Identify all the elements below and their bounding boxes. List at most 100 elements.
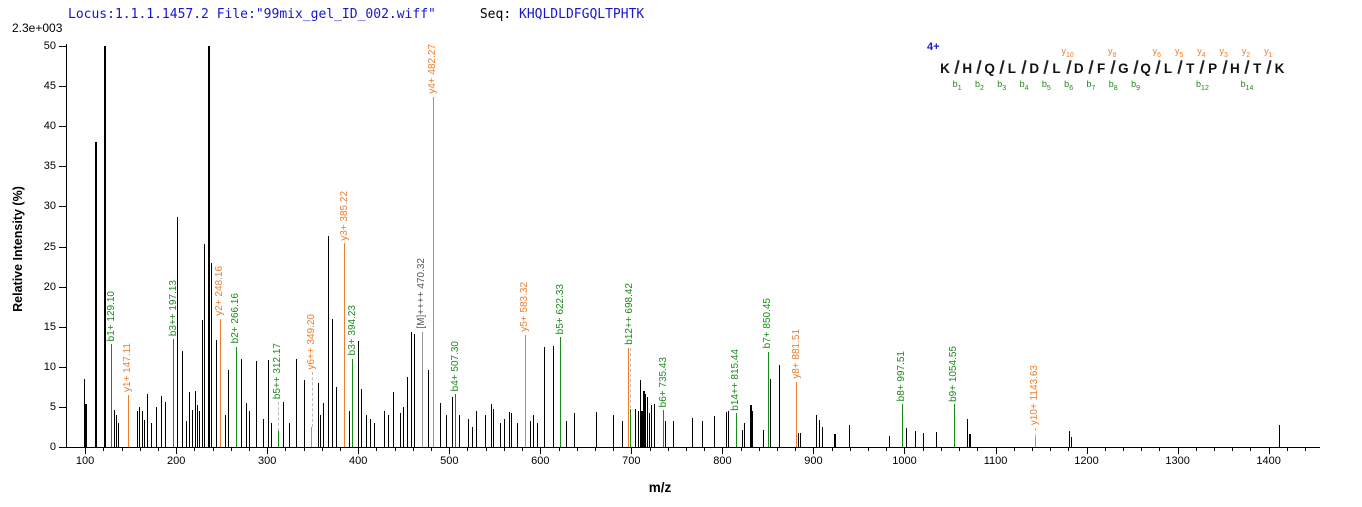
b-ion-label: b6 [1064, 79, 1074, 92]
x-tick-minor [139, 447, 141, 451]
x-tick-minor [649, 447, 651, 451]
peak [327, 236, 329, 447]
x-axis-line [66, 447, 1320, 448]
peak [641, 410, 644, 447]
peak [639, 380, 641, 447]
x-tick-minor [940, 447, 942, 451]
peak [151, 422, 153, 447]
peak-label: y1+ 147.11 [122, 342, 133, 392]
y-tick [59, 126, 66, 128]
x-tick-minor [212, 447, 214, 451]
precursor-charge-label: 4+ [927, 41, 940, 53]
peak [192, 410, 194, 447]
peak [767, 351, 769, 447]
x-tick-minor [194, 447, 196, 451]
x-tick-label: 1400 [1256, 455, 1281, 467]
peak [664, 420, 666, 447]
peak [323, 402, 325, 447]
y-tick [59, 246, 66, 248]
x-tick-minor [1250, 447, 1252, 451]
x-tick-minor [740, 447, 742, 451]
b-ion-label: b1 [952, 79, 962, 92]
peak [815, 414, 817, 447]
peak [228, 370, 230, 447]
x-tick-minor [503, 447, 505, 451]
sequence-residue: Q [1140, 61, 1151, 76]
peak [653, 403, 655, 447]
x-tick-minor [1031, 447, 1033, 451]
peak [104, 46, 107, 447]
peak-label: b7+ 850.45 [762, 298, 774, 349]
x-tick-minor [1286, 447, 1288, 451]
peak [335, 386, 337, 447]
peak [644, 394, 647, 447]
peak-label: b12++ 698.42 [624, 282, 636, 345]
b-ion-label: b2 [974, 79, 984, 92]
x-tick-minor [248, 447, 250, 451]
peak [499, 422, 501, 447]
peak-label: y6++ 349.20 [305, 313, 317, 370]
peak [490, 403, 492, 447]
x-tick-label: 200 [166, 455, 186, 467]
peak [968, 434, 971, 447]
peak [472, 426, 474, 447]
sequence-residue: P [1208, 61, 1218, 76]
x-tick-minor [849, 447, 851, 451]
b-ion-label: b5 [1041, 79, 1051, 92]
peak [255, 361, 257, 447]
peak [197, 405, 199, 447]
peak [161, 395, 163, 447]
peak [725, 411, 727, 447]
peak [713, 415, 715, 447]
peak [139, 406, 141, 447]
peak [524, 334, 526, 447]
sequence-residue: T [1253, 61, 1262, 76]
peak [414, 333, 416, 447]
y-tick-label: 0 [49, 441, 56, 453]
x-tick-label: 800 [713, 455, 732, 467]
x-tick-label: 100 [75, 455, 95, 467]
x-tick-minor [485, 447, 487, 451]
peak [317, 382, 319, 447]
peak [207, 46, 210, 447]
x-tick-minor [576, 447, 578, 451]
x-tick-major [1268, 447, 1270, 454]
sequence-residue: G [1118, 61, 1129, 76]
x-tick-minor [412, 447, 414, 451]
peak [560, 337, 562, 447]
peak-label: b6+ 735.43 [657, 356, 669, 408]
peak-label: y2+ 248.16 [214, 265, 225, 316]
sequence-residue: L [1007, 61, 1017, 76]
peak [143, 419, 145, 447]
peak [113, 410, 115, 447]
sequence-residue: D [1029, 61, 1040, 76]
peak [1071, 436, 1073, 447]
x-tick-major [631, 447, 633, 454]
y-tick [59, 286, 66, 288]
y-tick [59, 326, 66, 328]
x-tick-minor [758, 447, 760, 451]
peak [271, 422, 273, 447]
y-tick [59, 406, 66, 408]
peak [821, 426, 823, 447]
peak [596, 411, 598, 447]
peak-pointer-line [278, 402, 280, 431]
x-tick-minor [467, 447, 469, 451]
y-ion-label: y10 [1061, 46, 1074, 59]
x-tick-major [540, 447, 542, 454]
x-tick-major [904, 447, 906, 454]
b-ion-label: b8 [1108, 79, 1118, 92]
x-tick-minor [959, 447, 961, 451]
peak [320, 414, 322, 447]
x-tick-minor [795, 447, 797, 451]
y-ion-label: y8 [1108, 46, 1117, 59]
peak [1279, 425, 1281, 447]
peak-label: b5+ 622.33 [554, 283, 566, 335]
peak [646, 397, 648, 447]
x-tick-minor [1195, 447, 1197, 451]
x-tick-major [813, 447, 815, 454]
y-tick [59, 366, 66, 368]
peak [769, 378, 771, 447]
peak [374, 422, 376, 447]
x-tick-label: 1300 [1165, 455, 1190, 467]
